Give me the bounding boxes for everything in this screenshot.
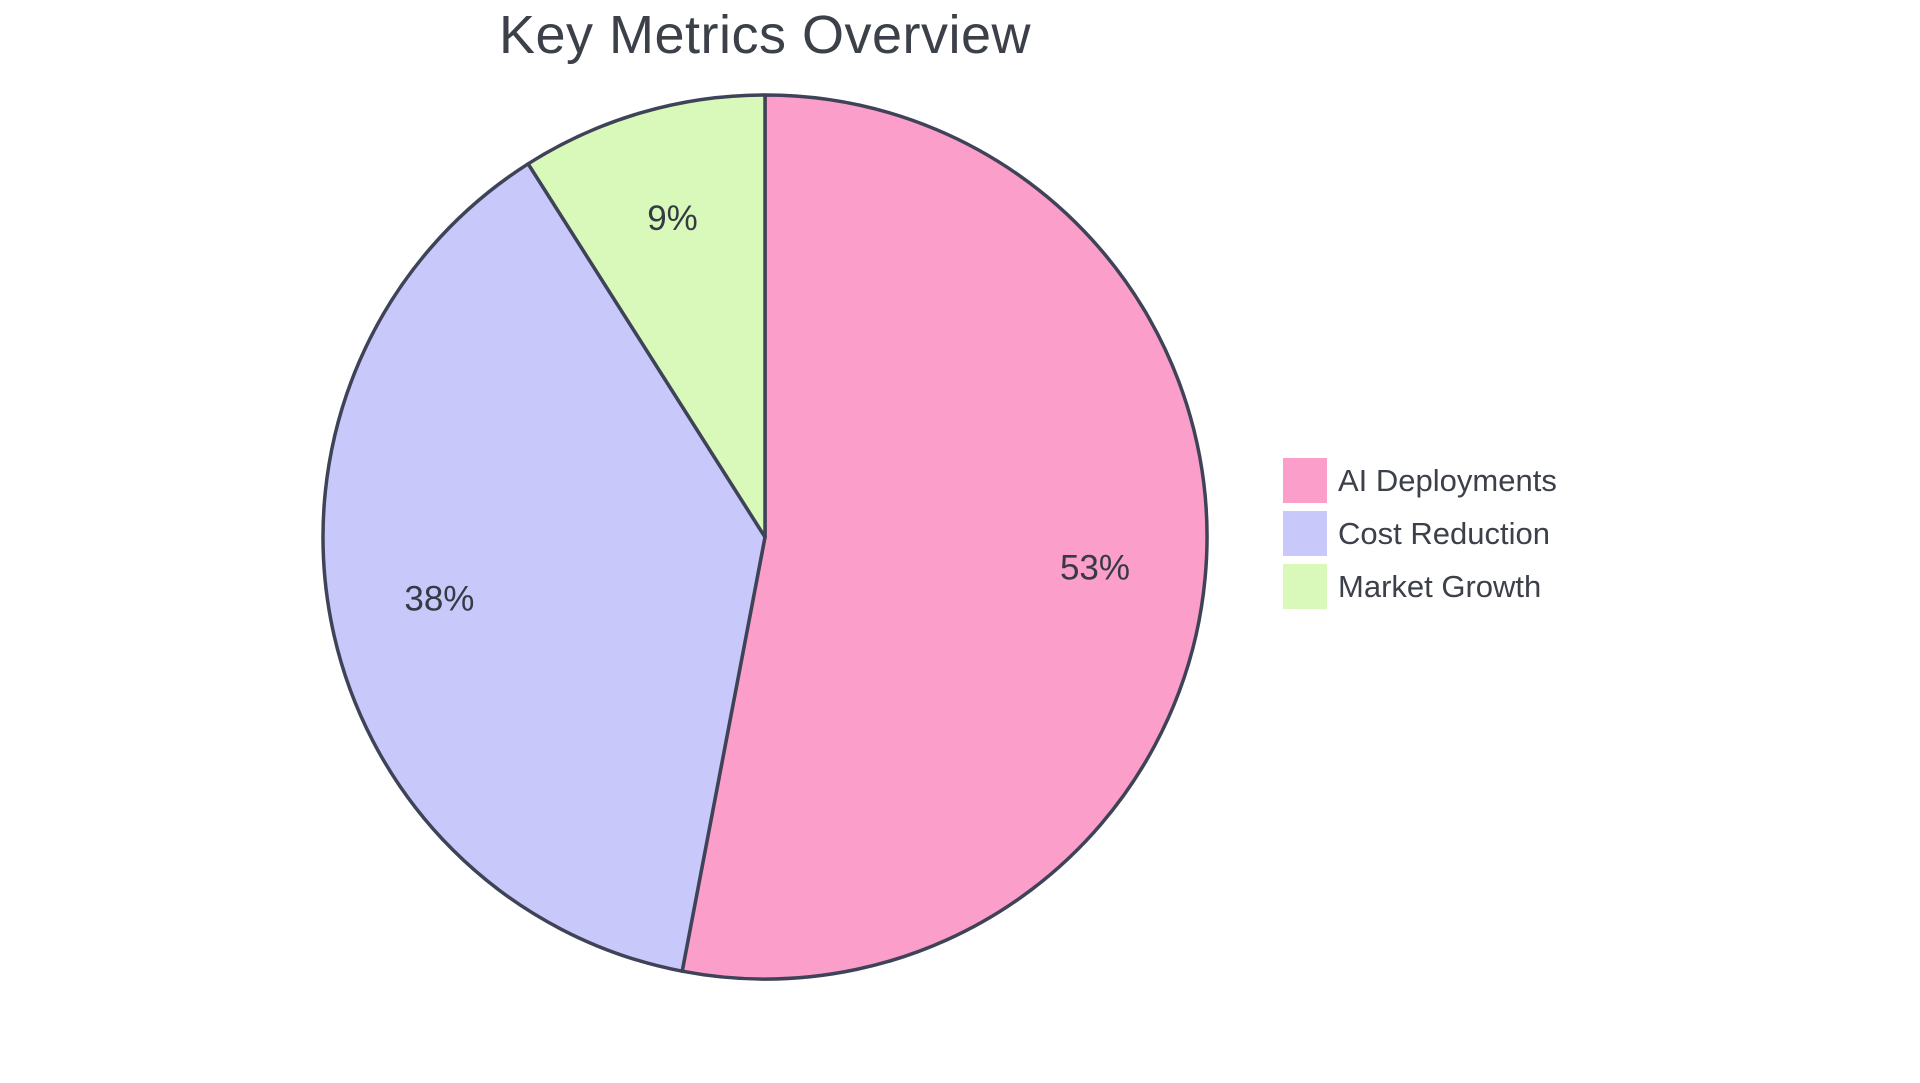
slice-percent-label: 9% xyxy=(647,199,698,238)
legend-label: Market Growth xyxy=(1338,568,1542,604)
pie-slice-market-growth xyxy=(526,93,767,539)
legend-swatch xyxy=(1283,458,1327,503)
chart-title: Key Metrics Overview xyxy=(498,5,1032,65)
legend-swatch xyxy=(1283,511,1327,556)
legend: AI Deployments Cost Reduction Market Gro… xyxy=(1283,458,1557,617)
slice-percent-label: 38% xyxy=(404,580,474,619)
legend-label: Cost Reduction xyxy=(1338,515,1550,551)
legend-item: Cost Reduction xyxy=(1283,511,1557,556)
pie-slice-ai-deployments xyxy=(680,93,1209,981)
slice-percent-label: 53% xyxy=(1060,549,1130,588)
legend-swatch xyxy=(1283,564,1327,609)
legend-item: AI Deployments xyxy=(1283,458,1557,503)
legend-item: Market Growth xyxy=(1283,564,1557,609)
legend-label: AI Deployments xyxy=(1338,462,1557,498)
